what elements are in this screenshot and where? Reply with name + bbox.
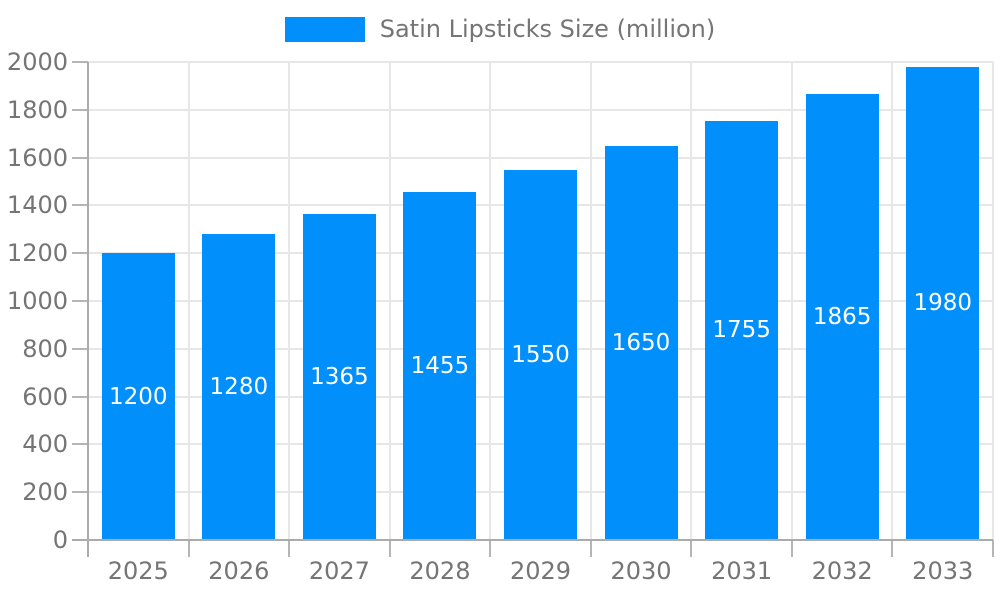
- y-axis-label: 1400: [6, 191, 68, 220]
- bar-value-label: 1755: [712, 317, 771, 344]
- bar-2031[interactable]: [705, 120, 779, 539]
- bar-2032[interactable]: [805, 94, 879, 539]
- bar-value-label: 1365: [310, 363, 369, 390]
- bar-value-label: 1980: [913, 290, 972, 317]
- x-tick: [187, 540, 190, 557]
- x-axis-label: 2031: [711, 557, 773, 585]
- x-tick: [288, 540, 291, 557]
- bar-2026[interactable]: [202, 234, 276, 539]
- gridline-v: [891, 62, 894, 540]
- x-tick: [589, 540, 592, 557]
- x-tick: [690, 540, 693, 557]
- y-tick: [72, 61, 88, 63]
- x-axis-label: 2032: [811, 557, 873, 585]
- y-axis-label: 1600: [6, 143, 68, 172]
- gridline-v: [489, 62, 492, 540]
- legend[interactable]: Satin Lipsticks Size (million): [0, 17, 1000, 42]
- x-tick: [790, 540, 793, 557]
- x-tick: [891, 540, 894, 557]
- gridline-h: [88, 61, 993, 63]
- y-axis-label: 600: [22, 382, 68, 411]
- y-tick: [72, 204, 88, 207]
- y-axis-label: 200: [22, 478, 68, 507]
- y-axis-label: 1800: [6, 95, 68, 124]
- bar-value-label: 1550: [511, 341, 570, 368]
- y-tick: [72, 443, 88, 446]
- y-axis-line: [87, 62, 89, 557]
- bar-value-label: 1650: [611, 329, 671, 356]
- x-axis-label: 2028: [409, 557, 471, 585]
- x-axis-line: [72, 539, 993, 541]
- y-tick: [72, 252, 88, 255]
- y-tick: [72, 156, 88, 159]
- x-axis-label: 2026: [208, 557, 270, 585]
- bar-value-label: 1200: [108, 383, 168, 410]
- bar-value-label: 1280: [209, 374, 269, 401]
- bar-2033[interactable]: [906, 66, 980, 539]
- y-tick: [72, 300, 88, 302]
- y-tick: [72, 491, 88, 494]
- gridline-v: [790, 62, 793, 540]
- y-axis-label: 1000: [6, 287, 68, 315]
- bar-2030[interactable]: [604, 145, 678, 539]
- gridline-v: [589, 62, 592, 540]
- x-tick: [992, 540, 994, 557]
- y-axis-label: 800: [22, 334, 68, 363]
- y-axis-label: 1200: [6, 239, 68, 268]
- gridline-h: [88, 156, 993, 159]
- bar-value-label: 1865: [812, 304, 872, 331]
- x-tick: [489, 540, 492, 557]
- gridline-v: [690, 62, 693, 540]
- x-axis-label: 2029: [509, 557, 572, 585]
- gridline-h: [88, 108, 993, 111]
- bar-value-label: 1455: [410, 353, 470, 380]
- bar-2027[interactable]: [302, 213, 376, 539]
- x-axis-label: 2030: [610, 557, 672, 585]
- x-axis-label: 2027: [308, 557, 370, 585]
- x-axis-label: 2025: [107, 557, 169, 585]
- bar-2029[interactable]: [504, 169, 577, 539]
- x-axis-label: 2033: [912, 557, 974, 585]
- y-axis-label: 2000: [6, 48, 68, 76]
- legend-swatch: [284, 17, 365, 42]
- gridline-v: [388, 62, 391, 540]
- y-axis-label: 0: [52, 526, 68, 554]
- y-axis-label: 400: [22, 430, 68, 459]
- y-tick: [72, 108, 88, 111]
- bar-2028[interactable]: [403, 192, 477, 539]
- x-tick: [388, 540, 391, 557]
- gridline-v: [992, 62, 994, 540]
- y-tick: [72, 347, 88, 350]
- gridline-v: [288, 62, 291, 540]
- y-tick: [72, 395, 88, 398]
- bar-2025[interactable]: [101, 253, 175, 539]
- legend-label: Satin Lipsticks Size (million): [379, 15, 716, 43]
- gridline-v: [187, 62, 190, 540]
